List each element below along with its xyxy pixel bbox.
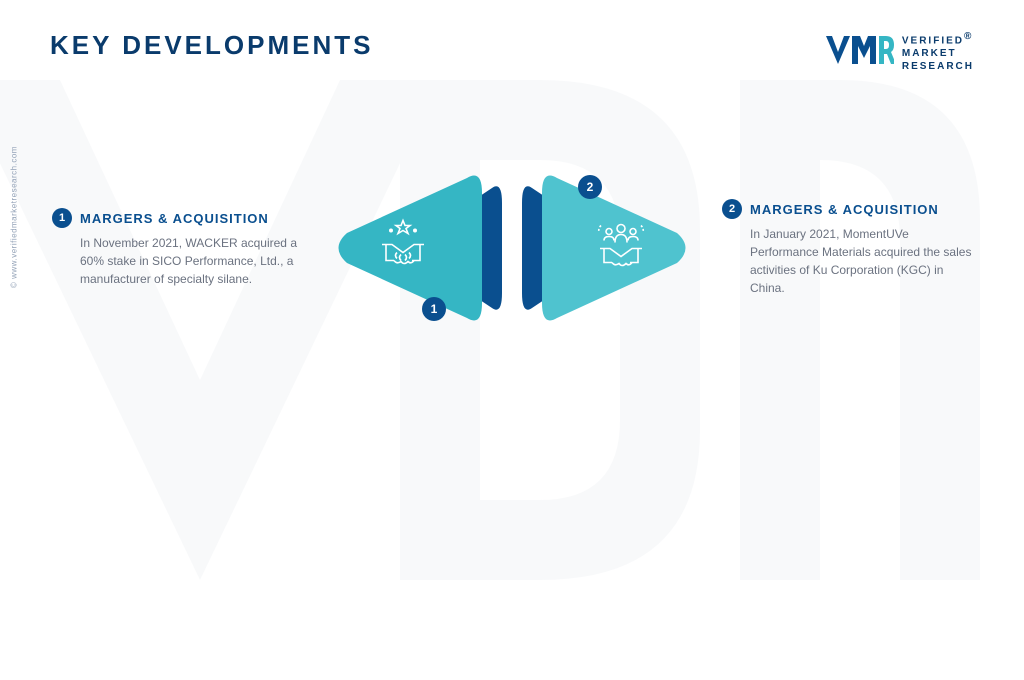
vmr-logo-mark	[824, 32, 894, 72]
item-2-body: In January 2021, MomentUVe Performance M…	[750, 225, 972, 297]
triangle-graphic-2: 2	[522, 163, 702, 333]
development-item-2: 2 MARGERS & ACQUISITION In January 2021,…	[722, 199, 972, 297]
page-title: KEY DEVELOPMENTS	[50, 30, 373, 61]
item-1-category: MARGERS & ACQUISITION	[80, 211, 269, 226]
team-handshake-icon	[590, 215, 652, 282]
item-2-badge: 2	[722, 199, 742, 219]
item-2-category: MARGERS & ACQUISITION	[750, 202, 939, 217]
vmr-logo: VERIFIED® MARKET RESEARCH	[824, 30, 974, 73]
logo-text: VERIFIED® MARKET RESEARCH	[902, 30, 974, 73]
item-1-body: In November 2021, WACKER acquired a 60% …	[80, 234, 302, 288]
copyright-text: © www.verifiedmarketresearch.com	[10, 146, 19, 288]
triangle-graphic-1: 1	[322, 163, 502, 333]
item-1-badge: 1	[52, 208, 72, 228]
development-item-1: 1 MARGERS & ACQUISITION In November 2021…	[52, 208, 302, 288]
handshake-star-icon	[372, 215, 434, 282]
